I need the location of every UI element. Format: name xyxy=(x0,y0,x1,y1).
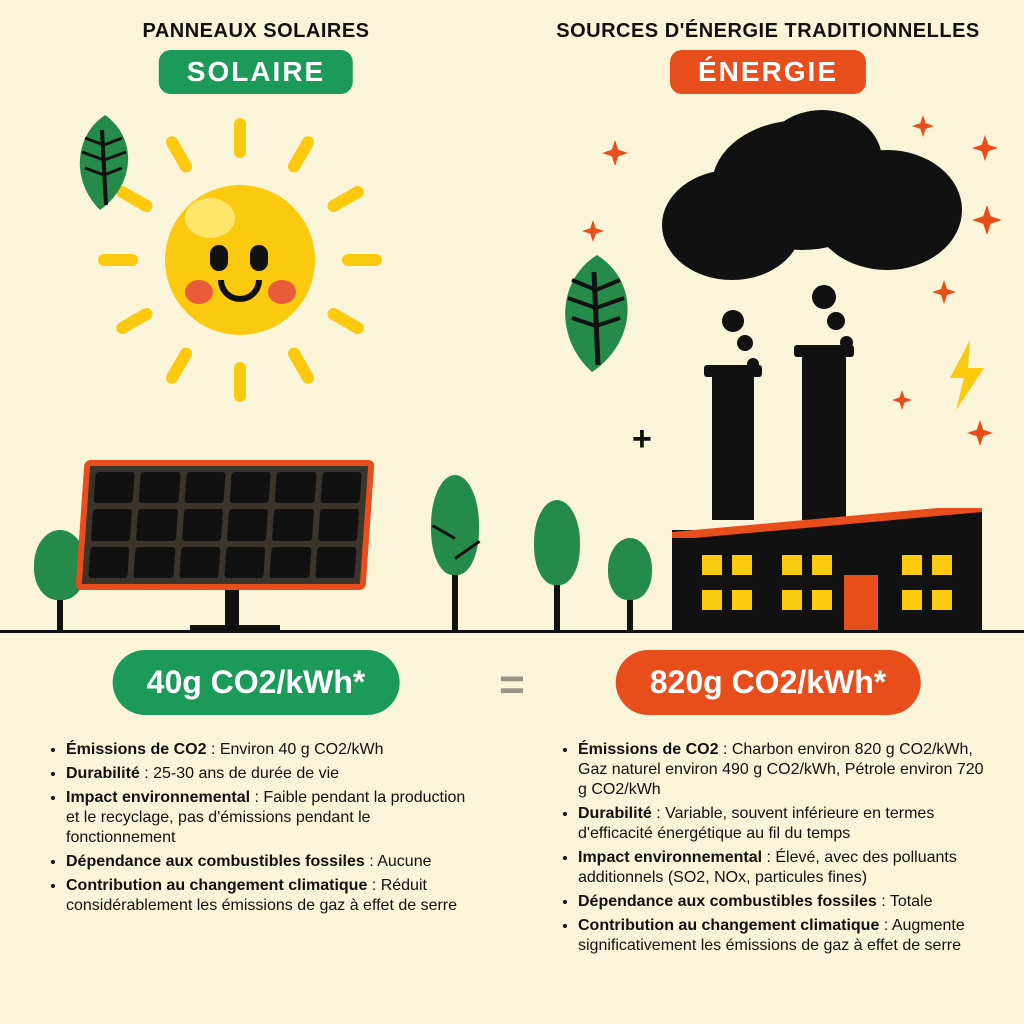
sparkle-icon xyxy=(932,280,956,304)
factory-window xyxy=(812,555,832,575)
sparkle-icon xyxy=(602,140,628,166)
bullet-item: Émissions de CO2 : Environ 40 g CO2/kWh xyxy=(66,740,478,760)
illustration-solar xyxy=(0,110,512,630)
bullet-item: Impact environnemental : Élevé, avec des… xyxy=(578,848,990,888)
tree-icon xyxy=(522,505,592,630)
factory-window xyxy=(932,555,952,575)
column-traditional: SOURCES D'ÉNERGIE TRADITIONNELLES ÉNERGI… xyxy=(512,0,1024,1024)
badge-solar: SOLAIRE xyxy=(159,50,353,94)
sun-cheek-left xyxy=(185,280,213,304)
chimney-icon xyxy=(712,370,754,520)
factory-window xyxy=(782,555,802,575)
plus-icon: + xyxy=(632,420,652,459)
illustration-traditional: + xyxy=(512,110,1024,630)
bullet-item: Contribution au changement climatique : … xyxy=(578,916,990,956)
bullet-item: Dépendance aux combustibles fossiles : T… xyxy=(578,892,990,912)
bullet-item: Dépendance aux combustibles fossiles : A… xyxy=(66,852,478,872)
sun-eye-right xyxy=(250,245,268,271)
badge-traditional: ÉNERGIE xyxy=(670,50,866,94)
tree-icon xyxy=(602,540,657,630)
factory-window xyxy=(902,590,922,610)
bullet-item: Durabilité : Variable, souvent inférieur… xyxy=(578,804,990,844)
chimney-icon xyxy=(802,350,846,520)
lightning-icon xyxy=(942,340,992,410)
factory-window xyxy=(702,555,722,575)
factory-window xyxy=(812,590,832,610)
co2-pill-traditional: 820g CO2/kWh* xyxy=(616,650,921,715)
leaf-icon xyxy=(542,250,652,380)
tree-icon xyxy=(420,480,490,630)
sparkle-icon xyxy=(912,115,934,137)
solar-panel-icon xyxy=(80,460,380,630)
factory-window xyxy=(732,555,752,575)
bullet-item: Impact environnemental : Faible pendant … xyxy=(66,788,478,848)
sparkle-icon xyxy=(972,135,998,161)
infographic-canvas: PANNEAUX SOLAIRES SOLAIRE xyxy=(0,0,1024,1024)
factory-window xyxy=(932,590,952,610)
sparkle-icon xyxy=(972,205,1002,235)
factory-window xyxy=(732,590,752,610)
sparkle-icon xyxy=(967,420,993,446)
sparkle-icon xyxy=(582,220,604,242)
bullet-item: Émissions de CO2 : Charbon environ 820 g… xyxy=(578,740,990,800)
leaf-icon xyxy=(60,110,150,220)
factory-window xyxy=(782,590,802,610)
sun-eye-left xyxy=(210,245,228,271)
bullet-list-solar: Émissions de CO2 : Environ 40 g CO2/kWh D… xyxy=(48,740,478,920)
column-solar: PANNEAUX SOLAIRES SOLAIRE xyxy=(0,0,512,1024)
heading-traditional: SOURCES D'ÉNERGIE TRADITIONNELLES xyxy=(512,20,1024,43)
sparkle-icon xyxy=(892,390,912,410)
sun-cheek-right xyxy=(268,280,296,304)
bullet-item: Contribution au changement climatique : … xyxy=(66,876,478,916)
heading-solar: PANNEAUX SOLAIRES xyxy=(0,20,512,43)
bullet-list-traditional: Émissions de CO2 : Charbon environ 820 g… xyxy=(560,740,990,960)
bullet-item: Durabilité : 25-30 ans de durée de vie xyxy=(66,764,478,784)
factory-icon xyxy=(672,510,982,630)
co2-pill-solar: 40g CO2/kWh* xyxy=(113,650,400,715)
factory-window xyxy=(902,555,922,575)
factory-window xyxy=(702,590,722,610)
